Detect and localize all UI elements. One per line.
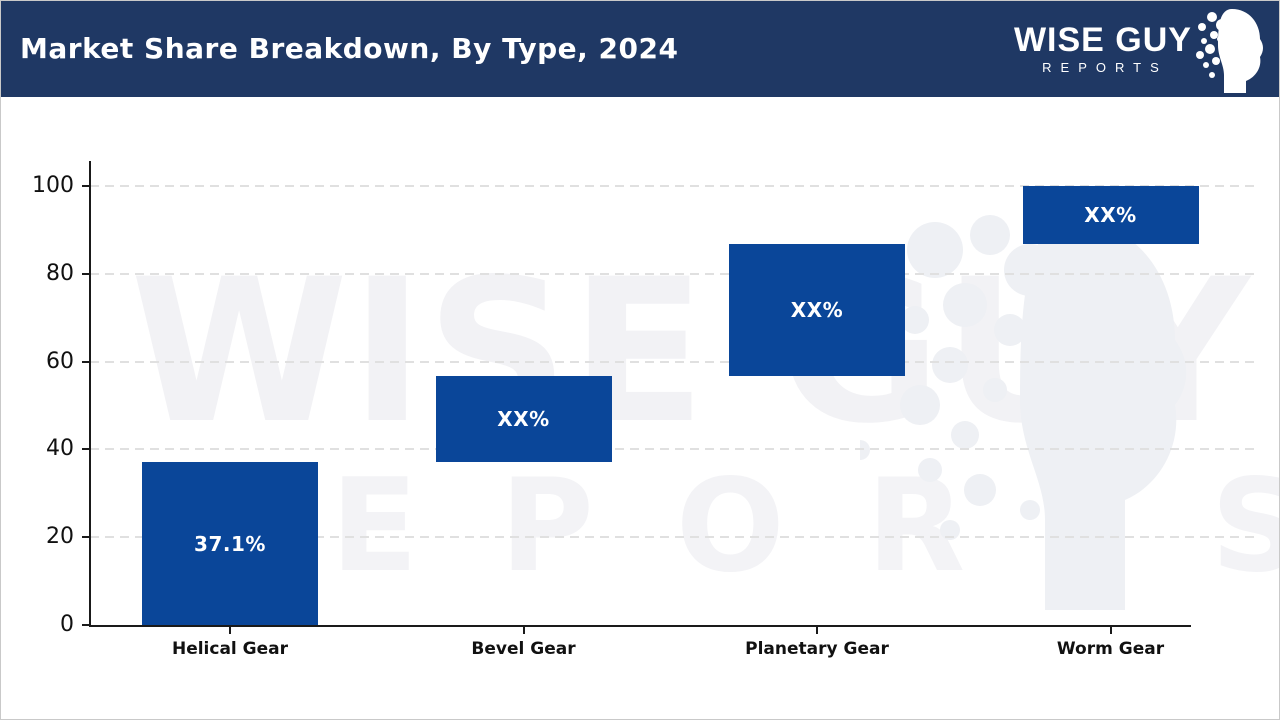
- y-tick-mark: [82, 360, 90, 363]
- wise-guy-reports-logo: WISE GUY REPORTS: [1014, 5, 1280, 93]
- y-tick-label: 100: [32, 173, 74, 198]
- bar-segment: XX%: [1022, 186, 1199, 244]
- y-tick-label: 40: [46, 436, 74, 462]
- y-tick-label: 80: [46, 260, 74, 286]
- y-tick-mark: [82, 624, 90, 626]
- x-tick-label: Helical Gear: [171, 639, 289, 659]
- x-tick-mark: [816, 627, 818, 634]
- logo-wordmark: WISE GUY: [1013, 20, 1192, 59]
- logo-subtitle: REPORTS: [1042, 59, 1168, 75]
- logo-face-icon: [1196, 8, 1263, 93]
- y-tick-label: 60: [46, 348, 74, 374]
- x-tick-label: Planetary Gear: [745, 639, 889, 659]
- bar-value-label: XX%: [790, 298, 844, 322]
- x-tick-label: Worm Gear: [1056, 639, 1165, 659]
- y-tick-mark: [82, 185, 90, 187]
- x-tick-mark: [522, 627, 525, 634]
- y-tick-mark: [82, 536, 90, 539]
- y-axis-line: [89, 161, 91, 627]
- y-tick-label: 0: [60, 612, 74, 637]
- bar-segment: 37.1%: [142, 462, 318, 625]
- x-tick-mark: [1109, 627, 1112, 634]
- bar-value-label: XX%: [1084, 202, 1137, 227]
- x-tick-label: Bevel Gear: [471, 639, 576, 659]
- bar-segment: XX%: [435, 376, 612, 463]
- x-tick-mark: [229, 627, 231, 634]
- y-tick-label: 20: [46, 524, 74, 550]
- gridline: [90, 536, 1254, 539]
- gridline: [90, 185, 1254, 187]
- y-tick-mark: [82, 272, 90, 275]
- y-tick-mark: [82, 448, 90, 451]
- logo-text: WISE GUY REPORTS: [1014, 23, 1192, 75]
- header-bar: Market Share Breakdown, By Type, 2024 WI…: [0, 0, 1280, 97]
- gridline: [90, 272, 1254, 275]
- x-axis-line: [89, 625, 1191, 627]
- bar-segment: XX%: [729, 243, 905, 377]
- page-title: Market Share Breakdown, By Type, 2024: [20, 32, 679, 65]
- gridline: [90, 360, 1254, 363]
- gridline: [90, 448, 1254, 451]
- bar-value-label: 37.1%: [194, 531, 266, 556]
- bar-value-label: XX%: [497, 407, 550, 432]
